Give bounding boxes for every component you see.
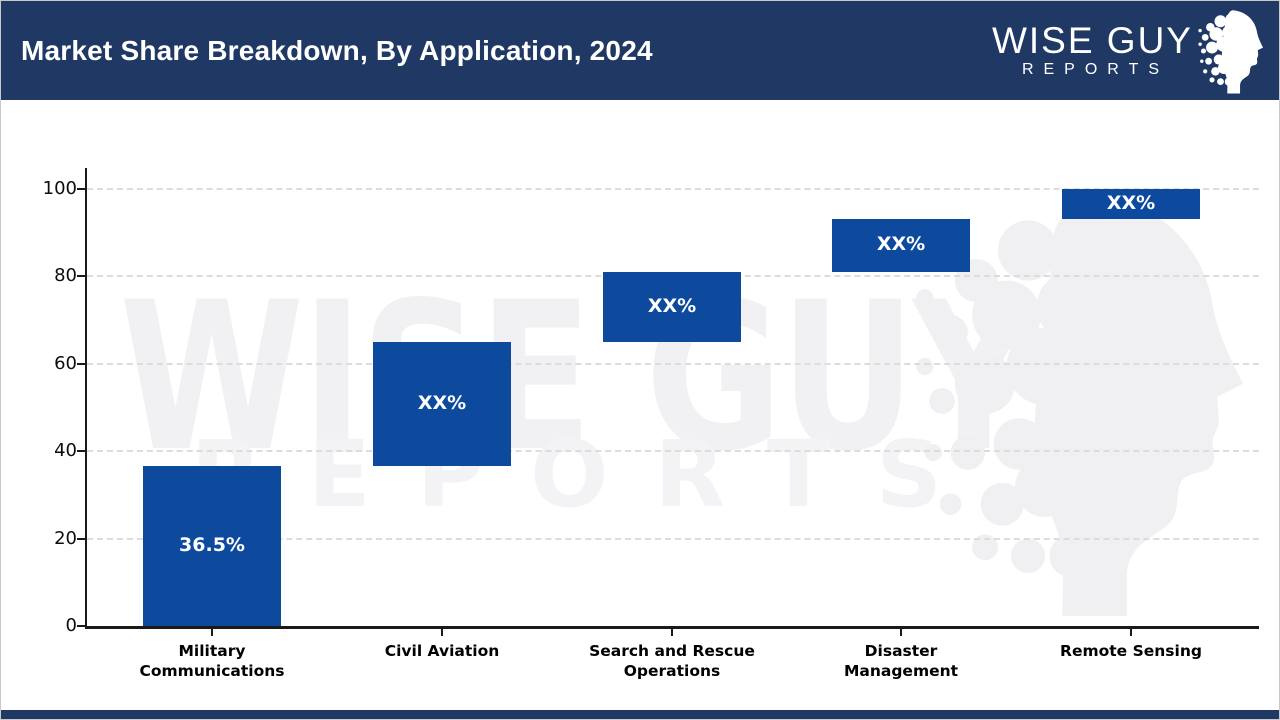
y-tick-mark-60: [77, 362, 85, 365]
x-tick-mark-0: [211, 629, 213, 636]
y-tick-mark-80: [77, 275, 85, 277]
category-label-1: Civil Aviation: [327, 641, 557, 661]
x-tick-mark-1: [441, 629, 443, 636]
bar-3: [832, 219, 970, 272]
category-label-line: Communications: [139, 662, 285, 680]
category-label-line: Management: [843, 662, 959, 680]
category-label-line: Operations: [623, 662, 721, 680]
x-tick-mark-4: [1130, 629, 1132, 636]
bar-value-label-0: 36.5%: [179, 534, 245, 557]
bar-value-label-2: XX%: [647, 294, 697, 317]
gridline-y60: [87, 362, 1259, 365]
bar-value-label-4: XX%: [1106, 191, 1156, 214]
page-title: Market Share Breakdown, By Application, …: [21, 34, 653, 66]
gridline-y20: [87, 537, 1259, 540]
y-tick-mark-100: [77, 187, 85, 190]
x-axis-line: [85, 626, 1259, 629]
head-silhouette-icon: [1195, 7, 1263, 95]
x-tick-mark-3: [900, 629, 902, 636]
category-label-2: Search and Rescue Operations: [557, 641, 787, 681]
wise-guy-reports-logo: WISE GUY REPORTS: [992, 7, 1263, 95]
gridline-y100: [87, 187, 1259, 190]
category-label-0: Military Communications: [97, 641, 327, 681]
category-label-line: Search and Rescue: [589, 642, 755, 660]
x-tick-mark-2: [671, 629, 673, 636]
watermark-text-line2: REPORTS: [191, 421, 989, 528]
bar-4: [1062, 188, 1200, 220]
y-tick-label-80: 80: [54, 265, 77, 286]
y-tick-label-100: 100: [42, 177, 77, 199]
footer-bar: [1, 710, 1279, 719]
y-tick-label-0: 0: [65, 615, 77, 636]
y-axis-line: [85, 168, 87, 628]
y-tick-label-20: 20: [54, 527, 77, 549]
bar-0: [143, 466, 281, 626]
logo-text: WISE GUY REPORTS: [992, 22, 1193, 79]
bar-value-label-3: XX%: [876, 233, 926, 256]
bar-1: [373, 341, 511, 467]
bar-value-label-1: XX%: [417, 391, 467, 414]
watermark-text-line1: WISE GUY: [119, 259, 1035, 497]
category-label-3: Disaster Management: [786, 641, 1016, 681]
category-label-line: Civil Aviation: [384, 642, 500, 660]
y-tick-label-60: 60: [54, 352, 77, 374]
y-tick-mark-0: [77, 625, 85, 627]
category-label-line: Military: [178, 642, 246, 660]
logo-subtitle: REPORTS: [1021, 61, 1170, 78]
y-tick-mark-20: [77, 537, 85, 540]
y-tick-mark-40: [77, 450, 85, 452]
category-label-4: Remote Sensing: [1016, 641, 1246, 661]
gridline-y40: [87, 450, 1259, 452]
category-label-line: Remote Sensing: [1060, 642, 1202, 660]
category-label-line: Disaster: [864, 642, 938, 660]
logo-name: WISE GUY: [991, 20, 1193, 61]
header-bar: Market Share Breakdown, By Application, …: [1, 1, 1279, 100]
bar-2: [603, 271, 741, 342]
y-tick-label-40: 40: [54, 440, 77, 461]
